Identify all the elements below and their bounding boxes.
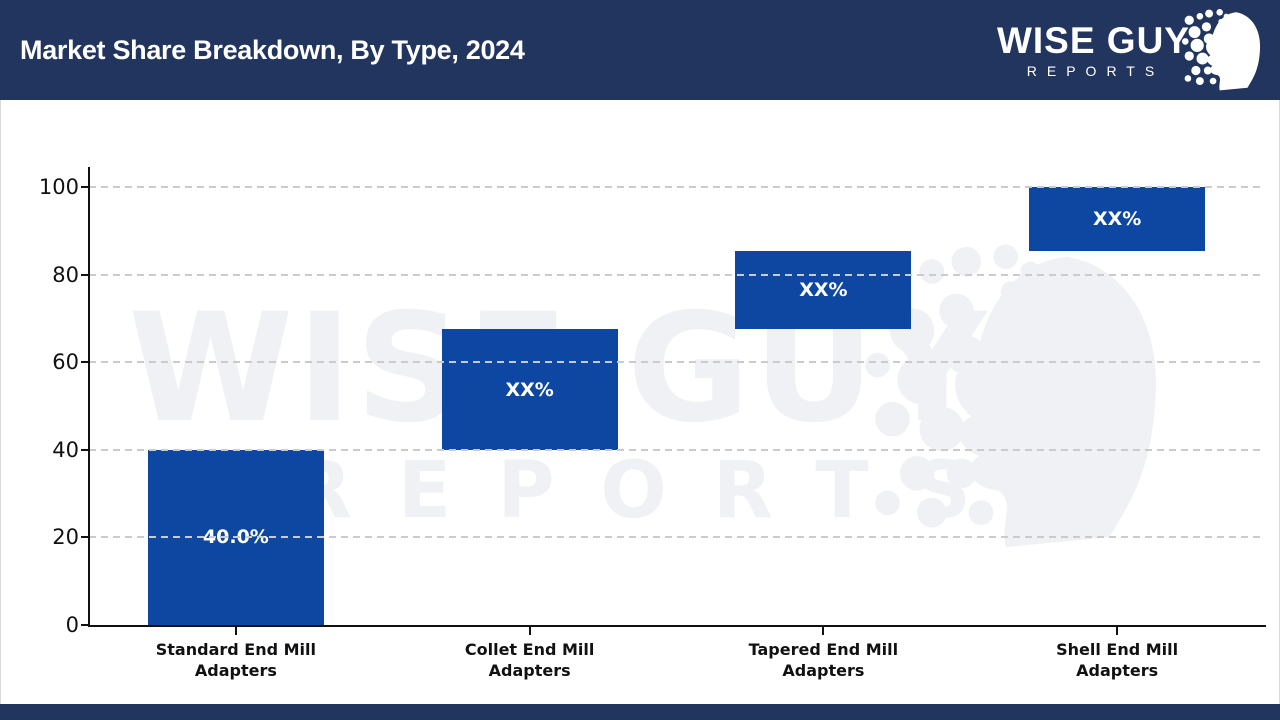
watermark-dotted-head-graphic [865, 244, 1156, 548]
logo-dotted-head-icon [1181, 8, 1261, 91]
gridline-100 [89, 186, 1264, 188]
watermark-text-line2: REPORTS [292, 446, 1017, 536]
bar-2: XX% [441, 329, 618, 450]
category-label-line: Adapters [782, 661, 865, 680]
y-axis-tick-label: 60 [52, 350, 79, 375]
category-label-line: Adapters [488, 661, 571, 680]
gridline-40 [89, 448, 1264, 451]
x-axis-tick-3 [822, 627, 825, 635]
footer-bar [0, 704, 1280, 720]
y-axis-line [88, 167, 90, 627]
category-label-3: Tapered End Mill Adapters [673, 639, 973, 681]
category-label-2: Collet End Mill Adapters [380, 639, 680, 681]
logo-wordmark: WISE GUY REPORTS [997, 22, 1190, 79]
y-axis-tick-label: 0 [65, 613, 79, 637]
y-axis-tick-label: 100 [38, 175, 79, 199]
category-label-line: Collet End Mill [464, 640, 595, 659]
bar-value-label: XX% [505, 378, 554, 401]
logo-wordmark-line2: REPORTS [1026, 62, 1165, 79]
gridline-60 [89, 361, 1264, 364]
category-label-line: Shell End Mill [1056, 640, 1179, 659]
gridline-20 [89, 536, 1264, 539]
x-axis-tick-2 [528, 627, 531, 635]
y-axis-tick-20 [81, 536, 89, 539]
y-axis-tick-label: 80 [52, 262, 79, 287]
y-axis-tick-label: 40 [52, 437, 79, 462]
page-title: Market Share Breakdown, By Type, 2024 [20, 34, 525, 65]
logo-wordmark-line1: WISE GUY [996, 19, 1190, 61]
bar-3: XX% [735, 250, 912, 330]
x-axis-line [88, 625, 1266, 627]
gridline-80 [89, 273, 1264, 276]
category-label-line: Tapered End Mill [748, 640, 899, 659]
category-label-line: Standard End Mill [155, 640, 316, 659]
x-axis-tick-1 [234, 627, 237, 635]
y-axis-tick-label: 20 [52, 525, 79, 550]
x-axis-tick-4 [1116, 627, 1119, 635]
y-axis-tick-60 [81, 361, 89, 364]
category-label-1: Standard End Mill Adapters [86, 639, 386, 681]
y-axis-tick-100 [81, 186, 89, 188]
y-axis-tick-80 [81, 273, 89, 276]
bar-value-label: XX% [799, 278, 848, 301]
bar-value-label: XX% [1092, 207, 1142, 230]
header-bar: Market Share Breakdown, By Type, 2024 WI… [0, 0, 1280, 100]
wise-guy-reports-logo: WISE GUY REPORTS [997, 6, 1266, 94]
category-label-line: Adapters [1076, 661, 1159, 680]
category-label-4: Shell End Mill Adapters [967, 639, 1267, 681]
category-label-line: Adapters [194, 661, 277, 680]
bar-4: XX% [1029, 187, 1206, 251]
y-axis-tick-0 [81, 624, 89, 626]
y-axis-tick-40 [81, 448, 89, 451]
